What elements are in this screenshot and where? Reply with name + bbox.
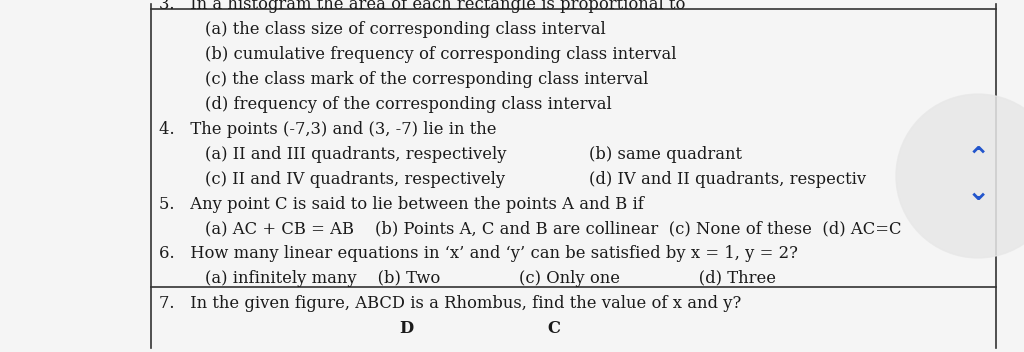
Text: C: C [548,320,561,337]
Text: (a) the class size of corresponding class interval: (a) the class size of corresponding clas… [205,21,605,38]
Text: ⌃: ⌃ [967,146,989,174]
Text: (a) infinitely many    (b) Two               (c) Only one               (d) Thre: (a) infinitely many (b) Two (c) Only one… [205,270,776,287]
Text: (d) IV and II quadrants, respectiv: (d) IV and II quadrants, respectiv [589,171,866,188]
Text: 6.   How many linear equations in ‘x’ and ‘y’ can be satisfied by x = 1, y = 2?: 6. How many linear equations in ‘x’ and … [159,245,798,262]
Text: (c) the class mark of the corresponding class interval: (c) the class mark of the corresponding … [205,71,648,88]
Ellipse shape [896,94,1024,258]
Text: D: D [399,320,414,337]
Text: (c) II and IV quadrants, respectively: (c) II and IV quadrants, respectively [205,171,505,188]
Text: (a) II and III quadrants, respectively: (a) II and III quadrants, respectively [205,146,506,163]
Text: (b) cumulative frequency of corresponding class interval: (b) cumulative frequency of correspondin… [205,46,676,63]
Text: 3.   In a histogram the area of each rectangle is proportional to: 3. In a histogram the area of each recta… [159,0,685,13]
Text: 4.   The points (-7,3) and (3, -7) lie in the: 4. The points (-7,3) and (3, -7) lie in … [159,121,497,138]
Text: (a) AC + CB = AB    (b) Points A, C and B are collinear  (c) None of these  (d) : (a) AC + CB = AB (b) Points A, C and B a… [205,220,901,237]
Text: 5.   Any point C is said to lie between the points A and B if: 5. Any point C is said to lie between th… [159,196,644,213]
Text: (d) frequency of the corresponding class interval: (d) frequency of the corresponding class… [205,96,611,113]
Text: 7.   In the given figure, ABCD is a Rhombus, find the value of x and y?: 7. In the given figure, ABCD is a Rhombu… [159,295,741,312]
Text: (b) same quadrant: (b) same quadrant [589,146,741,163]
Text: ⌄: ⌄ [967,178,989,206]
